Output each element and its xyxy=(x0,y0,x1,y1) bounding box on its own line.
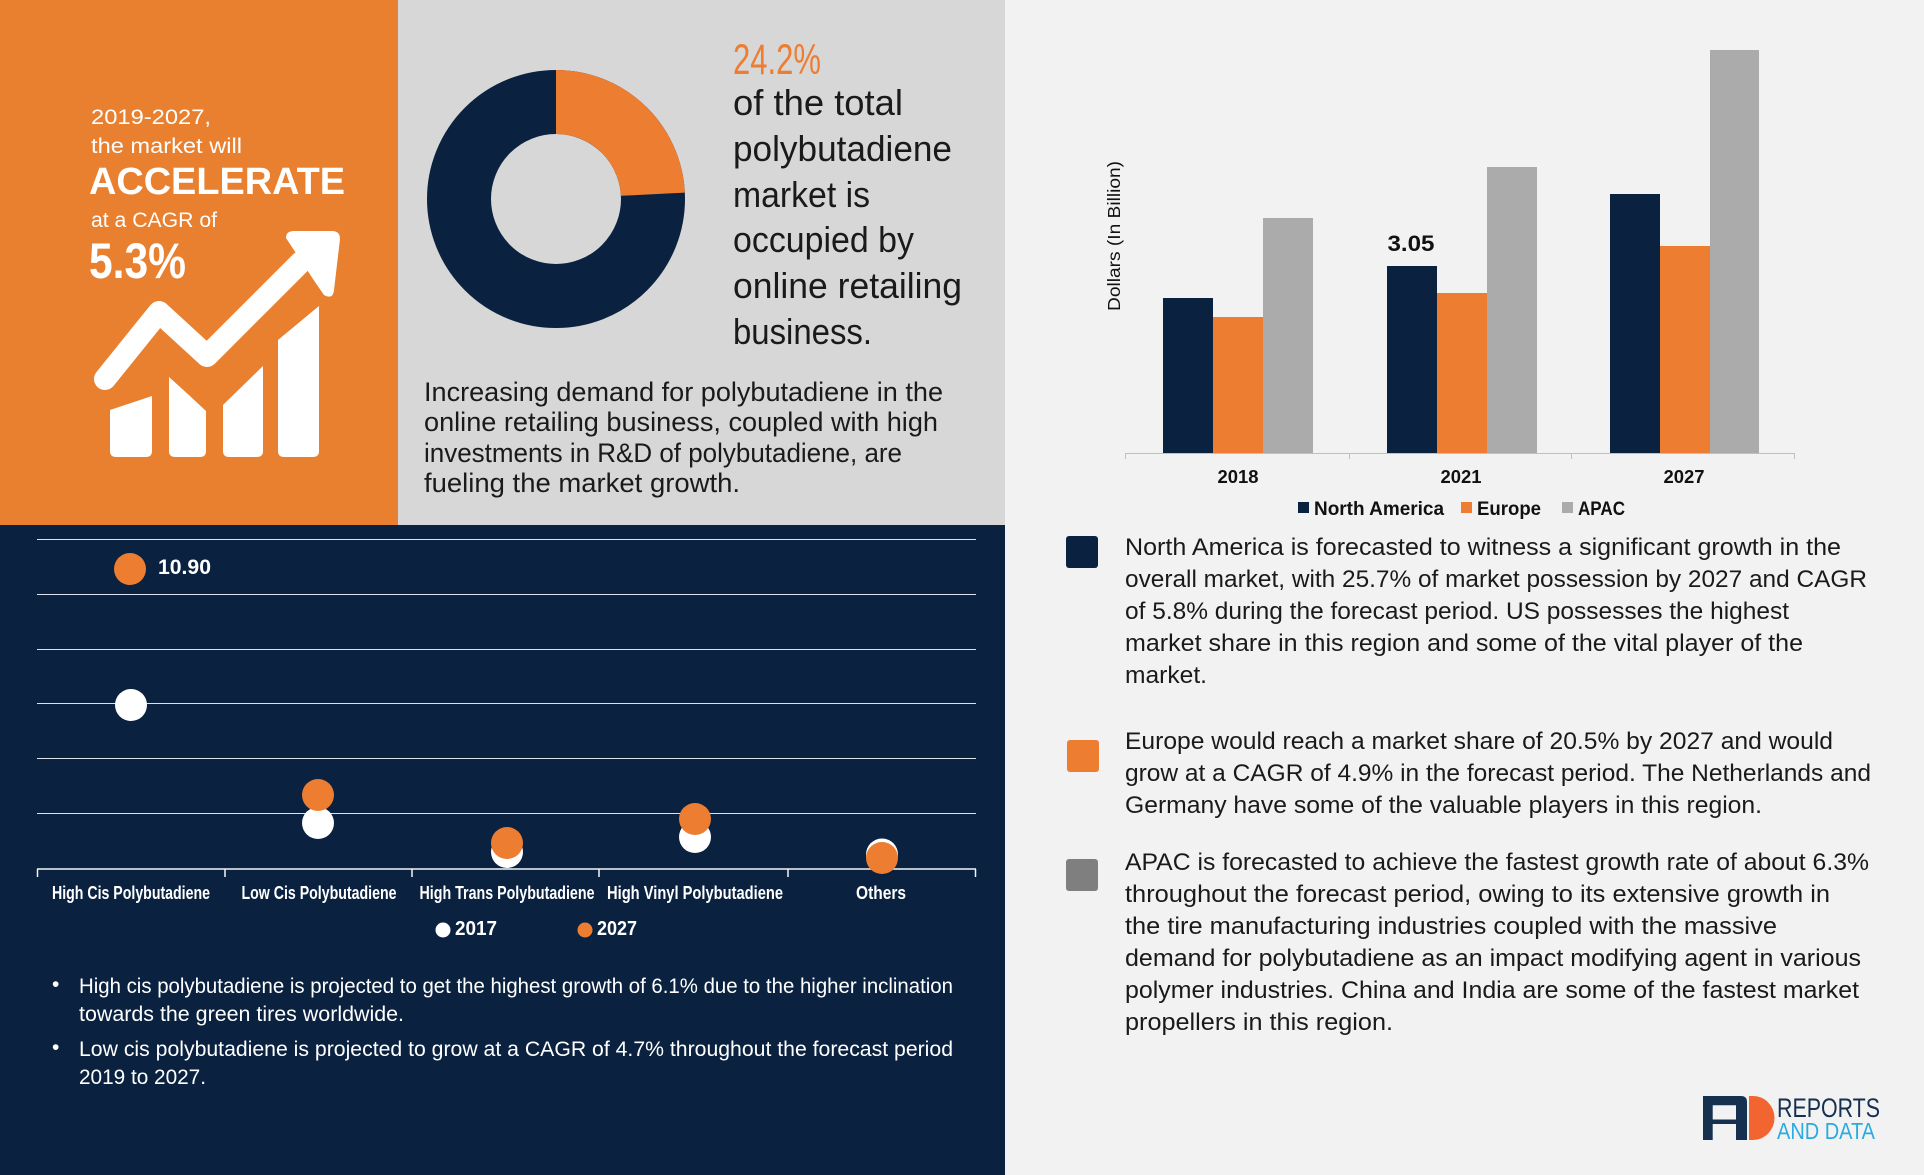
svg-text:REPORTS: REPORTS xyxy=(1777,1095,1880,1123)
svg-text:AND DATA: AND DATA xyxy=(1777,1118,1876,1142)
